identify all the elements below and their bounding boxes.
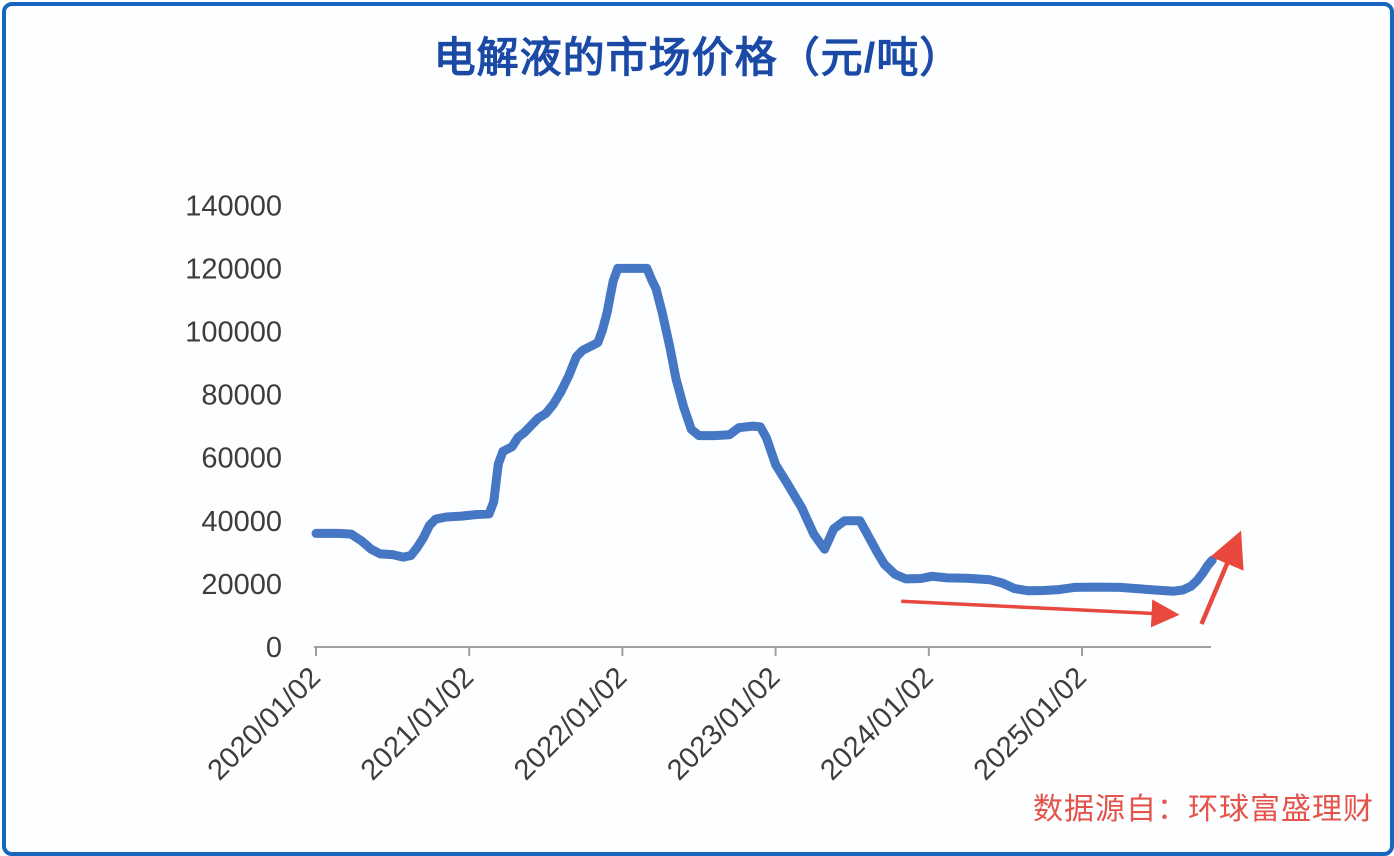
trend-arrow [901,599,1180,628]
y-axis-tick-label: 140000 [185,190,282,222]
x-axis-tick-label: 2024/01/02 [814,661,939,786]
price-line-chart: 2020/01/02 2021/01/02 2022/01/02 2023/01/02… [185,190,1244,787]
price-line-series [311,263,1217,596]
y-axis-tick-label: 60000 [201,443,282,475]
trend-arrow [1199,530,1244,625]
y-axis-tick-label: 20000 [201,569,282,601]
chart-title: 电解液的市场价格（元/吨） [433,34,963,81]
x-axis-tick-label: 2025/01/02 [968,661,1093,786]
x-axis-tick-label: 2020/01/02 [202,661,327,786]
x-axis-tick-label: 2023/01/02 [661,661,786,786]
data-source-label: 数据源自：环球富盛理财 [1033,793,1374,826]
y-axis-tick-label: 120000 [185,253,282,285]
x-axis-tick-label: 2021/01/02 [355,661,480,786]
x-axis-tick-label: 2022/01/02 [508,661,633,786]
y-axis-tick-label: 0 [266,632,282,664]
y-axis-tick-label: 40000 [201,506,282,538]
y-axis-tick-label: 80000 [201,380,282,412]
y-axis-tick-label: 100000 [185,317,282,349]
